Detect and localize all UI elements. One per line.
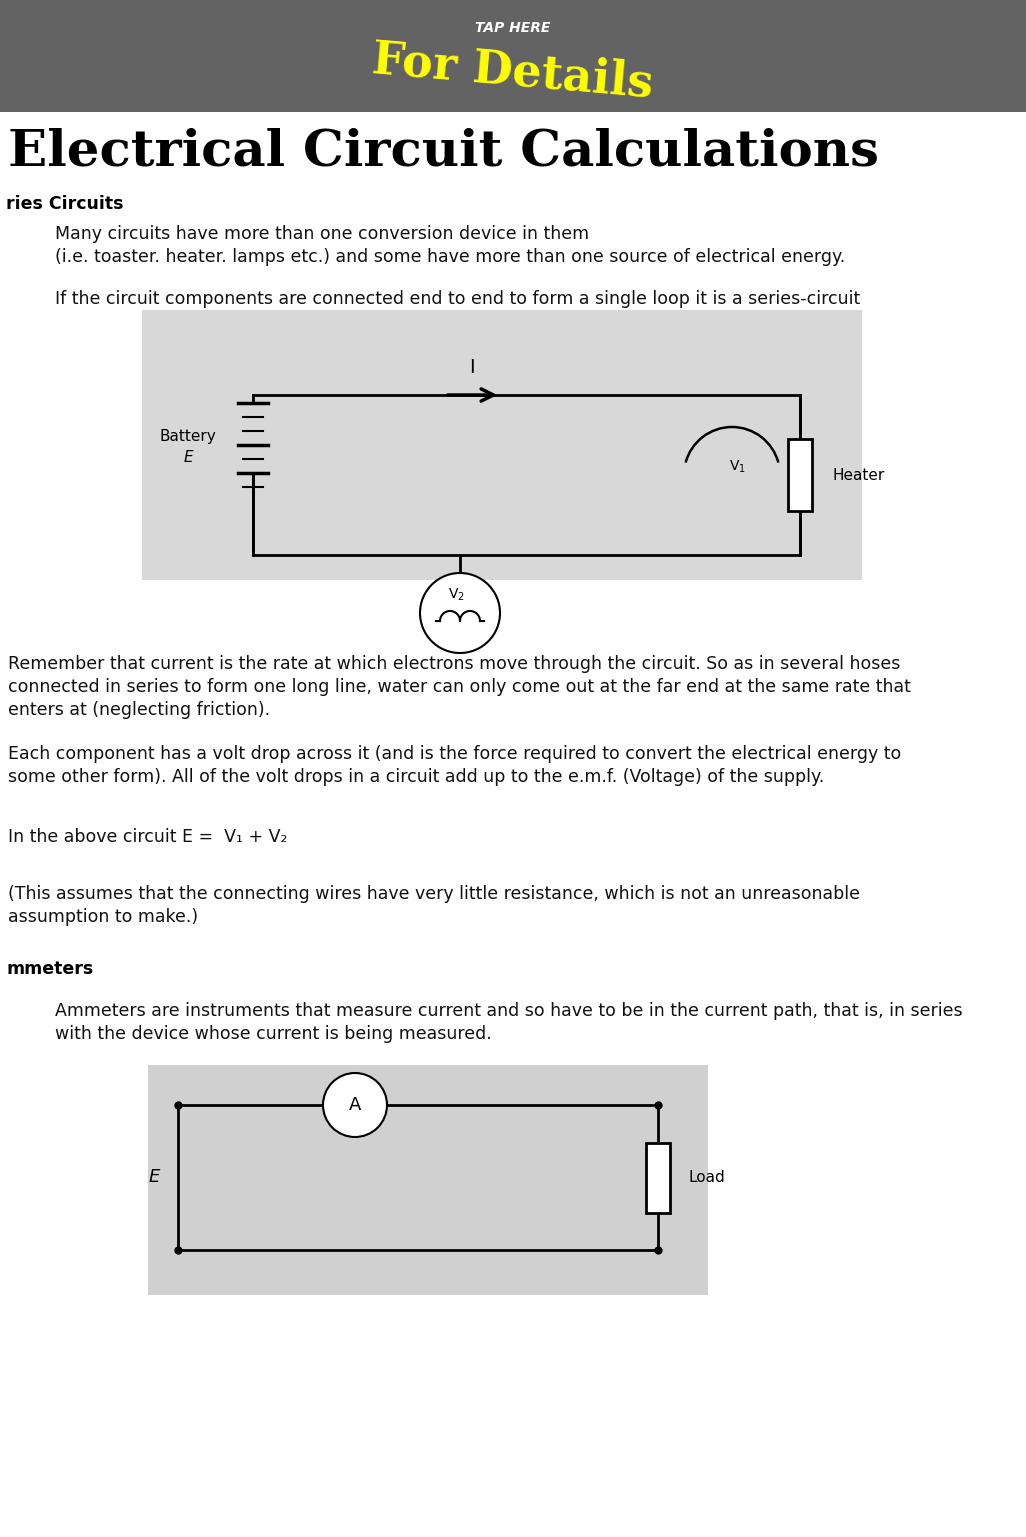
Text: enters at (neglecting friction).: enters at (neglecting friction).	[8, 701, 270, 719]
Circle shape	[420, 573, 500, 653]
Text: A: A	[349, 1096, 361, 1114]
Bar	[788, 440, 812, 510]
Text: Battery: Battery	[160, 429, 216, 444]
Text: mmeters: mmeters	[6, 961, 93, 978]
Text: Heater: Heater	[832, 467, 884, 483]
Text: with the device whose current is being measured.: with the device whose current is being m…	[55, 1025, 491, 1044]
Text: assumption to make.): assumption to make.)	[8, 908, 198, 925]
Bar	[142, 310, 862, 579]
Text: Each component has a volt drop across it (and is the force required to convert t: Each component has a volt drop across it…	[8, 745, 901, 762]
Text: For Details: For Details	[370, 37, 656, 108]
Text: some other form). All of the volt drops in a circuit add up to the e.m.f. (Volta: some other form). All of the volt drops …	[8, 768, 824, 785]
Bar	[646, 1142, 670, 1213]
Text: ries Circuits: ries Circuits	[6, 195, 123, 214]
Text: If the circuit components are connected end to end to form a single loop it is a: If the circuit components are connected …	[55, 290, 860, 307]
Text: Many circuits have more than one conversion device in them: Many circuits have more than one convers…	[55, 224, 589, 243]
Text: V$_1$: V$_1$	[728, 460, 746, 475]
Text: E: E	[149, 1168, 160, 1187]
Text: Remember that current is the rate at which electrons move through the circuit. S: Remember that current is the rate at whi…	[8, 655, 901, 673]
Text: I: I	[469, 358, 475, 377]
Bar	[148, 1065, 708, 1296]
Text: TAP HERE: TAP HERE	[475, 22, 551, 35]
Bar	[0, 0, 1026, 112]
Circle shape	[323, 1073, 387, 1137]
Text: Electrical Circuit Calculations: Electrical Circuit Calculations	[8, 128, 879, 177]
Text: (This assumes that the connecting wires have very little resistance, which is no: (This assumes that the connecting wires …	[8, 885, 860, 904]
Text: In the above circuit E =  V₁ + V₂: In the above circuit E = V₁ + V₂	[8, 828, 287, 845]
Text: V$_2$: V$_2$	[447, 587, 465, 603]
Text: (i.e. toaster. heater. lamps etc.) and some have more than one source of electri: (i.e. toaster. heater. lamps etc.) and s…	[55, 247, 845, 266]
Text: connected in series to form one long line, water can only come out at the far en: connected in series to form one long lin…	[8, 678, 911, 696]
Text: E: E	[184, 449, 193, 464]
Text: Load: Load	[688, 1170, 724, 1185]
Text: Ammeters are instruments that measure current and so have to be in the current p: Ammeters are instruments that measure cu…	[55, 1002, 962, 1021]
